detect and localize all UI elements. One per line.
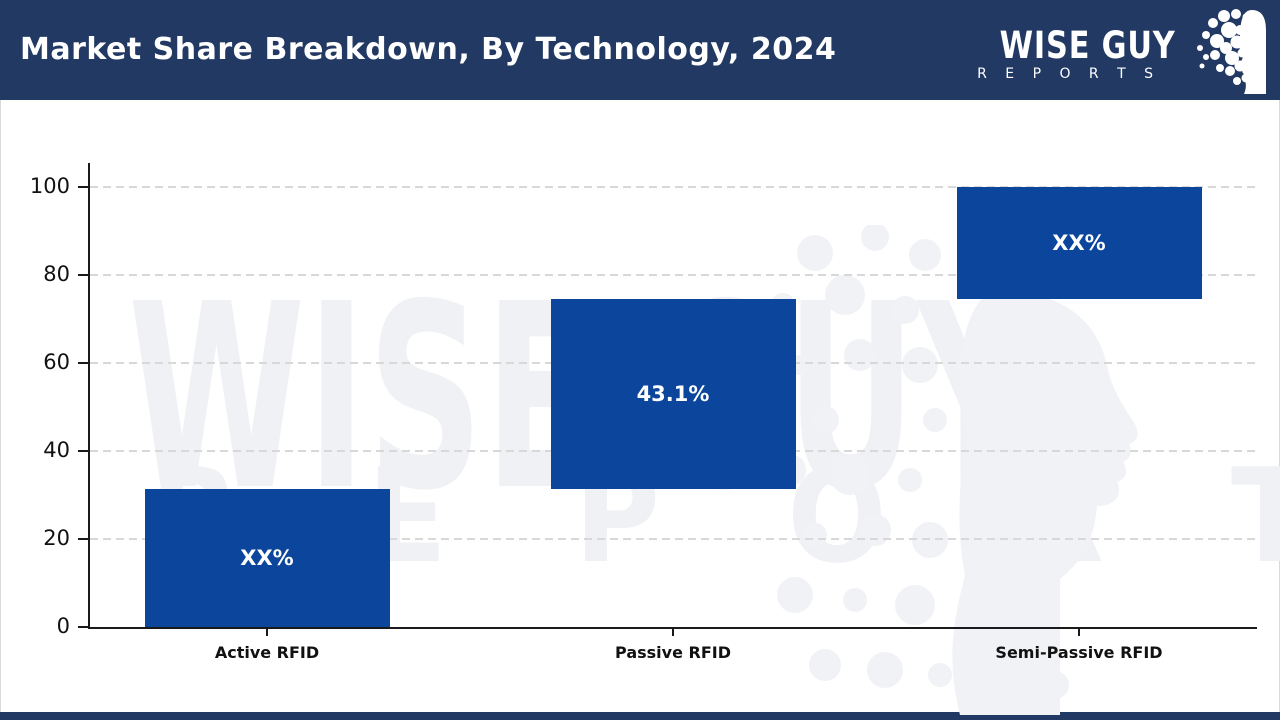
x-tick-label: Passive RFID bbox=[615, 643, 731, 662]
x-tick-mark bbox=[1078, 627, 1080, 636]
bar: XX% bbox=[956, 187, 1202, 300]
bar-label: XX% bbox=[240, 545, 294, 570]
logo-reports-label: R E P O R T S bbox=[977, 66, 1160, 82]
y-tick-mark bbox=[78, 450, 88, 452]
dotted-face-profile-icon bbox=[1197, 9, 1266, 94]
y-tick-label: 100 bbox=[29, 174, 70, 198]
x-tick-mark bbox=[266, 627, 268, 636]
plot-area: 0 20 40 60 80 100 XX% Active RFID 43.1% Passive R… bbox=[30, 163, 1257, 662]
left-border-line bbox=[0, 100, 1, 720]
x-tick-label: Semi-Passive RFID bbox=[995, 643, 1163, 662]
gridline bbox=[90, 538, 1257, 540]
y-tick-label: 0 bbox=[56, 614, 70, 638]
bar: XX% bbox=[144, 488, 390, 627]
watermark-face-icon bbox=[755, 225, 1138, 715]
logo-wordmark: WISE GUY bbox=[1000, 24, 1176, 67]
page-title: Market Share Breakdown, By Technology, 2… bbox=[20, 32, 837, 67]
x-tick-label: Active RFID bbox=[214, 643, 320, 662]
y-tick-label: 40 bbox=[43, 438, 70, 462]
y-tick-mark bbox=[78, 626, 88, 628]
y-tick-label: 20 bbox=[43, 526, 70, 550]
y-tick-mark bbox=[78, 362, 88, 364]
gridline bbox=[90, 274, 1257, 276]
wise-guy-reports-logo: WISE GUY R E P O R T S bbox=[977, 6, 1268, 96]
y-tick-mark bbox=[78, 274, 88, 276]
footer-bar bbox=[0, 712, 1280, 720]
bar-label: 43.1% bbox=[636, 382, 710, 407]
gridline bbox=[90, 186, 1257, 188]
x-tick-mark bbox=[672, 627, 674, 636]
header-bar: Market Share Breakdown, By Technology, 2… bbox=[0, 0, 1280, 100]
y-tick-label: 80 bbox=[43, 262, 70, 286]
y-tick-mark bbox=[78, 538, 88, 540]
y-tick-label: 60 bbox=[43, 350, 70, 374]
bar: 43.1% bbox=[550, 299, 796, 489]
bar-label: XX% bbox=[1052, 231, 1106, 256]
y-tick-mark bbox=[78, 186, 88, 188]
